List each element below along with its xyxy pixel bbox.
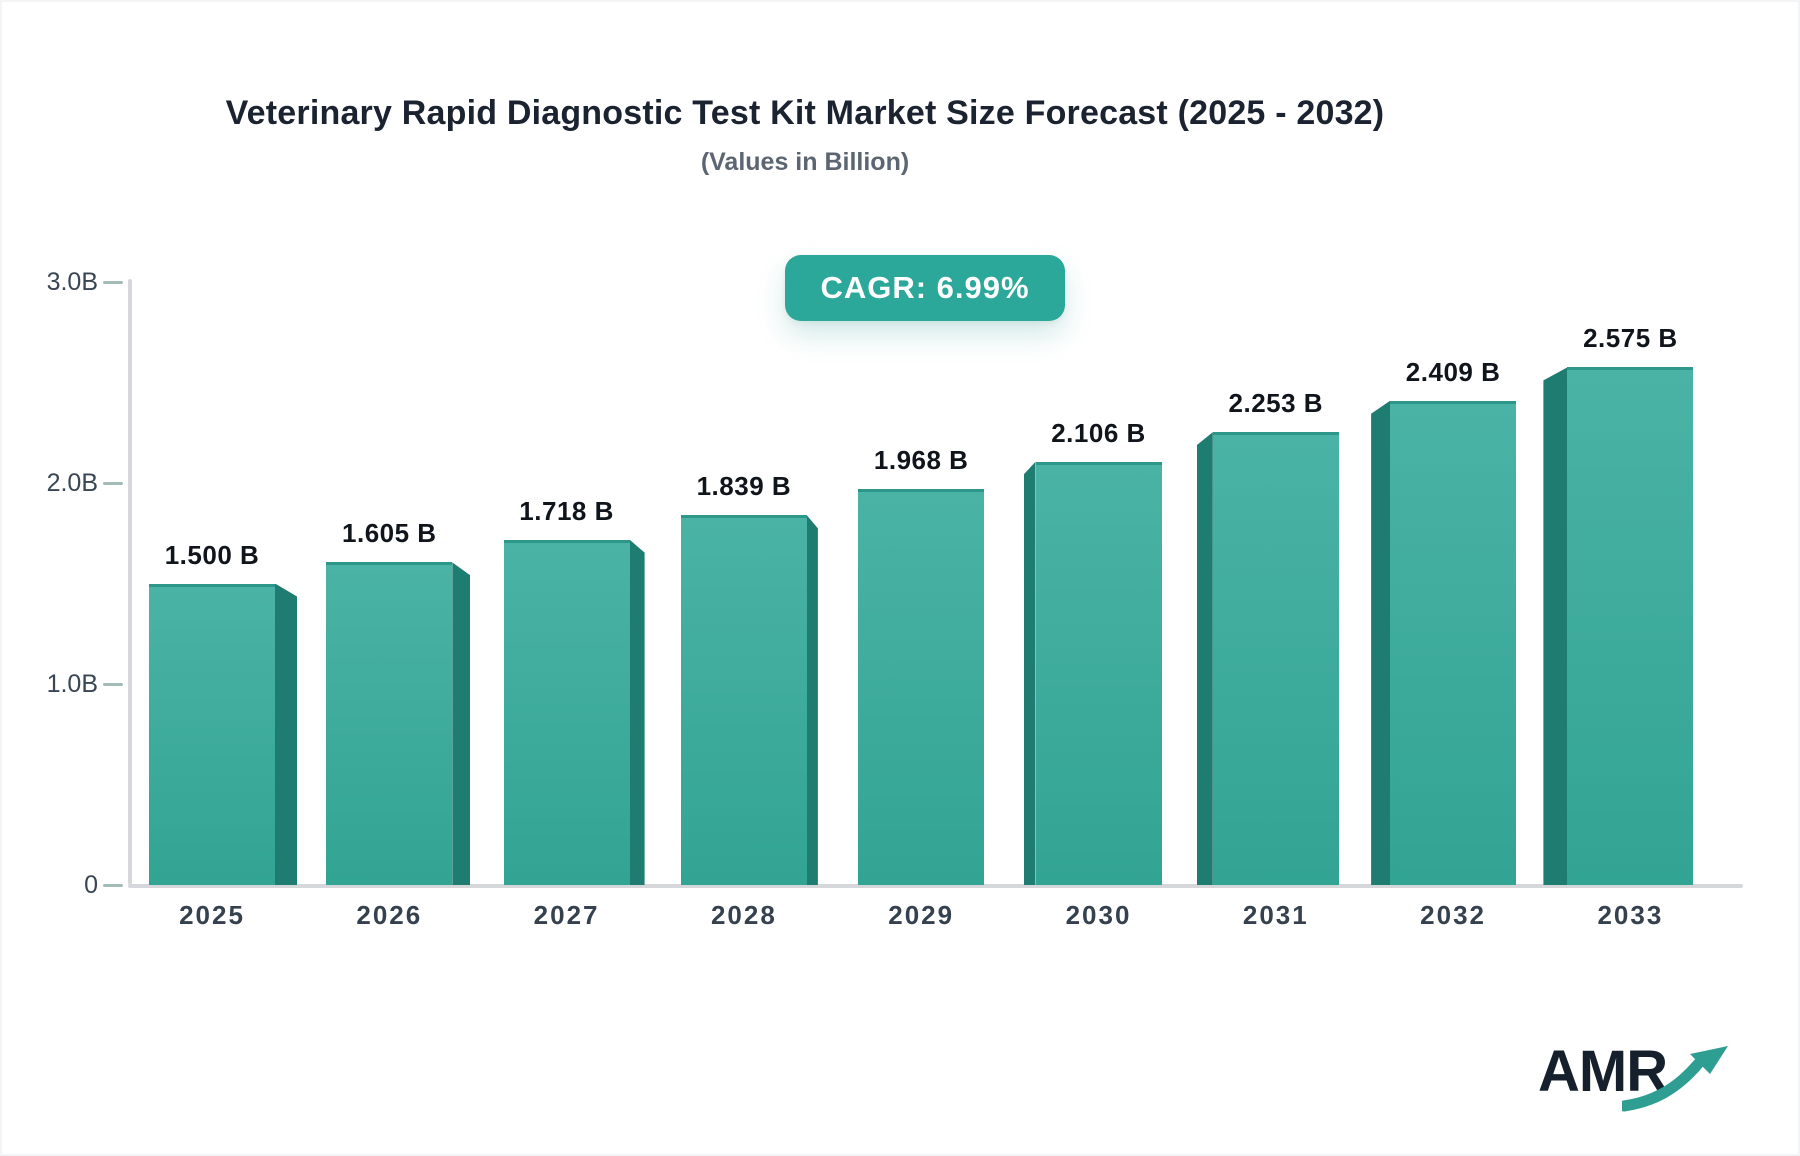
x-axis-label-2028: 2028 — [710, 900, 777, 930]
bar-2025 — [149, 583, 275, 885]
bar-2030 — [1035, 461, 1162, 885]
bar-value-label: 1.968 B — [873, 445, 969, 476]
bar-value-label: 2.106 B — [1051, 417, 1146, 448]
x-axis-label-2027: 2027 — [533, 900, 600, 930]
y-tick-label: 2.0B — [46, 469, 98, 497]
bar-3d-side — [452, 562, 471, 885]
y-tick-mark — [103, 280, 123, 284]
bar-value-label: 2.409 B — [1405, 356, 1501, 387]
y-tick-mark — [103, 481, 123, 485]
cagr-badge: CAGR: 6.99% — [785, 255, 1065, 321]
x-axis-label-2026: 2026 — [356, 900, 423, 930]
x-axis-line — [128, 884, 1743, 888]
x-axis-label-2033: 2033 — [1597, 900, 1664, 930]
x-axis-label-2031: 2031 — [1242, 900, 1309, 930]
bar-3d-side — [1543, 367, 1568, 885]
bar-3d-side — [629, 539, 645, 885]
bar-value-label: 1.718 B — [519, 495, 614, 526]
x-axis-label-2030: 2030 — [1065, 900, 1132, 930]
bar-value-label: 1.839 B — [696, 471, 792, 502]
bar-3d-side — [1023, 461, 1036, 885]
cagr-badge-label: CAGR: 6.99% — [820, 270, 1030, 305]
bar-3d-side — [275, 583, 297, 885]
bar-2027 — [503, 539, 630, 885]
y-tick-label: 3.0B — [46, 268, 98, 296]
bar-3d-side — [806, 515, 818, 885]
x-axis-label-2029: 2029 — [888, 900, 955, 930]
bar-2029 — [858, 489, 985, 885]
amr-logo-text: AMR — [1538, 1039, 1668, 1104]
bar-value-label: 1.500 B — [164, 539, 260, 570]
y-tick-mark — [103, 682, 123, 686]
y-tick-label: 1.0B — [46, 670, 98, 698]
chart-title: Veterinary Rapid Diagnostic Test Kit Mar… — [225, 94, 1385, 132]
bar-2033 — [1567, 367, 1694, 885]
bar-2031 — [1212, 432, 1339, 885]
bar-value-label: 2.253 B — [1228, 388, 1324, 419]
y-axis-line — [128, 279, 132, 885]
bar-2026 — [326, 562, 453, 885]
growth-arrow-icon — [1622, 1046, 1728, 1112]
bar-3d-side — [1196, 432, 1213, 885]
x-axis-label-2032: 2032 — [1420, 900, 1487, 930]
bar-2032 — [1390, 400, 1517, 885]
bar-2028 — [680, 515, 807, 885]
amr-logo: AMR — [1538, 1032, 1738, 1118]
bar-3d-side — [1371, 400, 1391, 885]
bar-value-label: 1.605 B — [342, 518, 437, 549]
y-tick-mark — [103, 883, 123, 887]
x-axis-label-2025: 2025 — [179, 900, 245, 930]
bar-value-label: 2.575 B — [1583, 323, 1678, 354]
y-tick-label: 0 — [84, 871, 98, 899]
chart-subtitle: (Values in Billion) — [700, 148, 910, 176]
